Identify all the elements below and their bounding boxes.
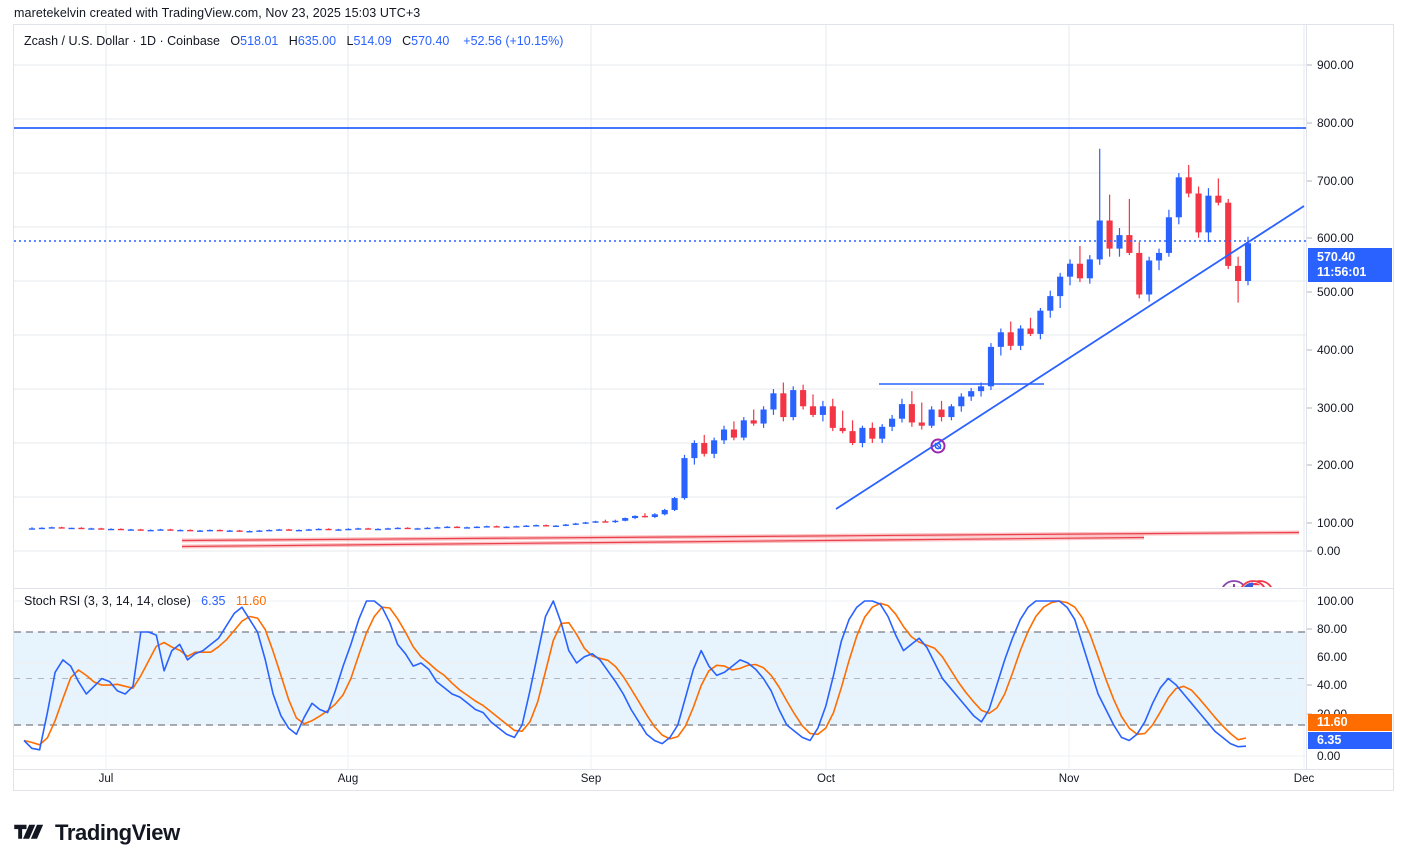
axis-tick [1307,291,1312,293]
last-price-value: 570.40 [1317,250,1356,264]
change-value: +52.56 [463,34,502,48]
price-axis-label: 800.00 [1317,116,1354,130]
stoch-rsi-d-badge[interactable]: 11.60 [1308,714,1392,731]
time-axis-label: Nov [1058,773,1080,785]
open-value: 518.01 [240,34,279,48]
stoch-rsi-legend: Stoch RSI (3, 3, 14, 14, close) 6.35 11.… [24,594,266,608]
stoch-rsi-d-value: 11.60 [235,594,267,608]
price-pane[interactable]: Zcash / U.S. Dollar · 1D · Coinbase O518… [14,25,1306,587]
legend-separator-1: · [132,34,137,48]
axis-tick [1307,122,1312,124]
axis-tick [1307,550,1312,552]
price-axis-label: 300.00 [1317,401,1354,415]
osc-axis-label: 40.00 [1317,678,1348,692]
stoch-rsi-title[interactable]: Stoch RSI (3, 3, 14, 14, close) [24,594,191,608]
price-axis-label: 200.00 [1317,458,1354,472]
axis-tick [1307,628,1312,630]
axis-tick [1307,522,1312,524]
footer: TradingView [14,820,180,846]
axis-tick [1307,464,1312,466]
time-axis-label: Sep [580,773,602,785]
stoch-rsi-k-badge[interactable]: 6.35 [1308,732,1392,749]
price-axis-label: 700.00 [1317,174,1354,188]
last-price-badge[interactable]: 570.40 11:56:01 [1308,248,1392,282]
close-label: C [402,34,412,48]
osc-axis-label: 100.00 [1317,594,1354,608]
osc-axis-label: 60.00 [1317,650,1348,664]
price-pane-legend: Zcash / U.S. Dollar · 1D · Coinbase O518… [24,34,563,48]
price-axis-label: 100.00 [1317,516,1354,530]
stoch-rsi-k-value: 6.35 [201,594,226,608]
axis-tick [1307,349,1312,351]
axis-tick [1307,64,1312,66]
price-chart-svg [14,25,1306,587]
time-axis-label: Oct [817,773,835,785]
close-value: 570.40 [411,34,450,48]
stoch-rsi-pane[interactable]: Stoch RSI (3, 3, 14, 14, close) 6.35 11.… [14,588,1306,770]
high-value: 635.00 [297,34,337,48]
osc-axis-label: 80.00 [1317,622,1348,636]
time-axis-label: Aug [337,773,359,785]
low-label: L [346,34,354,48]
price-axis-label: 600.00 [1317,231,1354,245]
time-axis-label: Dec [1293,773,1315,785]
interval-label[interactable]: 1D [140,34,157,48]
open-label: O [230,34,241,48]
price-axis-label: 0.00 [1317,544,1341,558]
price-axis-label: 500.00 [1317,285,1354,299]
stoch-rsi-axis[interactable]: 100.00 80.00 60.00 40.00 20.00 0.00 11.6… [1306,588,1393,769]
stoch-rsi-svg [14,589,1306,770]
high-label: H [288,34,298,48]
time-axis[interactable]: Jul Aug Sep Oct Nov Dec [14,769,1393,791]
axis-tick [1307,180,1312,182]
low-value: 514.09 [353,34,392,48]
axis-tick [1307,684,1312,686]
legend-separator-2: · [159,34,164,48]
change-percent: (+10.15%) [505,34,564,48]
zcash-usd-coin-icon [1210,577,1278,587]
brand-name: TradingView [55,820,180,845]
tradingview-logo-icon [14,823,46,844]
symbol-name[interactable]: Zcash / U.S. Dollar [24,34,129,48]
axis-tick [1307,407,1312,409]
price-axis-label: 900.00 [1317,58,1354,72]
price-axis-label: 400.00 [1317,343,1354,357]
countdown-value: 11:56:01 [1317,265,1367,279]
price-axis[interactable]: 900.00 800.00 700.00 600.00 500.00 400.0… [1306,25,1393,587]
time-axis-label: Jul [98,773,114,785]
chart-frame: Zcash / U.S. Dollar · 1D · Coinbase O518… [13,24,1394,791]
exchange-label[interactable]: Coinbase [167,34,220,48]
axis-tick [1307,237,1312,239]
attribution-text: maretekelvin created with TradingView.co… [14,6,421,20]
osc-axis-label: 0.00 [1317,749,1341,763]
